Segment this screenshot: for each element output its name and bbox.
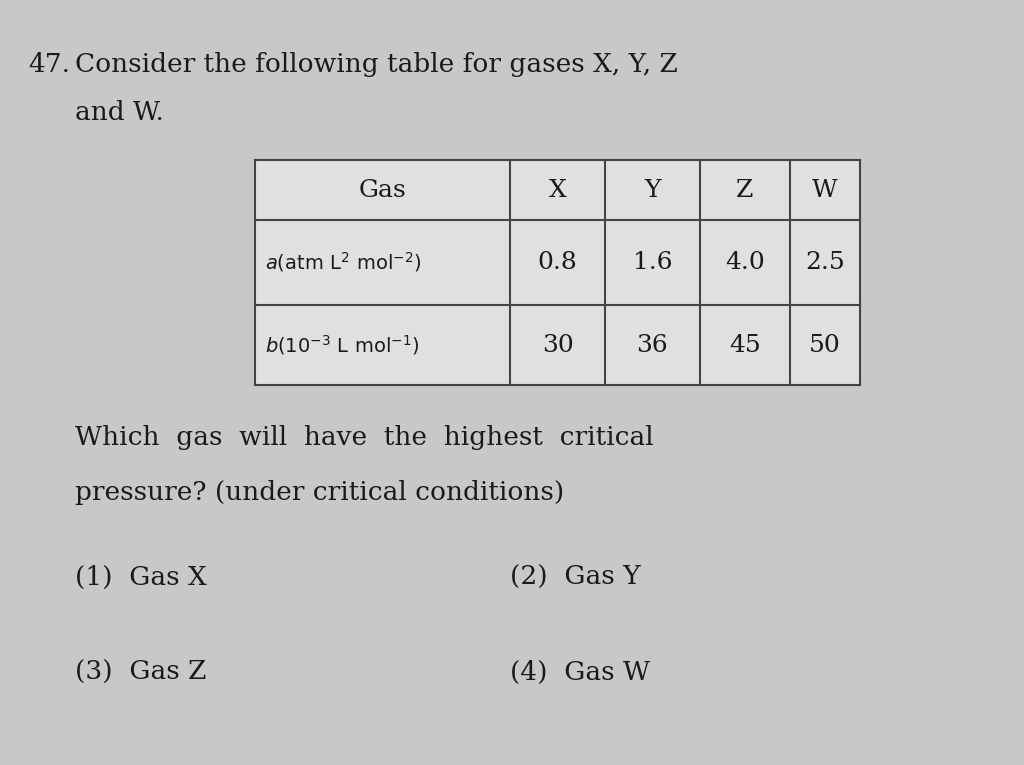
Text: (1)  Gas X: (1) Gas X [75, 565, 207, 590]
Text: 4.0: 4.0 [725, 251, 765, 274]
Text: $a(\mathrm{atm\ L^{2}\ mol^{-2}})$: $a(\mathrm{atm\ L^{2}\ mol^{-2}})$ [265, 251, 421, 275]
Text: Gas: Gas [358, 178, 407, 201]
Text: Y: Y [644, 178, 660, 201]
Text: 2.5: 2.5 [805, 251, 845, 274]
Text: W: W [812, 178, 838, 201]
Text: Consider the following table for gases X, Y, Z: Consider the following table for gases X… [75, 52, 678, 77]
Text: 30: 30 [542, 334, 573, 356]
Text: 36: 36 [637, 334, 669, 356]
Text: 1.6: 1.6 [633, 251, 673, 274]
Text: 47.: 47. [28, 52, 70, 77]
Text: (4)  Gas W: (4) Gas W [510, 660, 650, 685]
Text: 45: 45 [729, 334, 761, 356]
Text: Which  gas  will  have  the  highest  critical: Which gas will have the highest critical [75, 425, 653, 450]
Text: and W.: and W. [75, 100, 164, 125]
Text: $b(10^{-3}\ \mathrm{L\ mol^{-1}})$: $b(10^{-3}\ \mathrm{L\ mol^{-1}})$ [265, 333, 420, 357]
Text: pressure? (under critical conditions): pressure? (under critical conditions) [75, 480, 564, 505]
Text: (3)  Gas Z: (3) Gas Z [75, 660, 207, 685]
Text: 0.8: 0.8 [538, 251, 578, 274]
Text: Z: Z [736, 178, 754, 201]
Text: 50: 50 [809, 334, 841, 356]
Text: X: X [549, 178, 566, 201]
Text: (2)  Gas Y: (2) Gas Y [510, 565, 641, 590]
FancyBboxPatch shape [255, 160, 860, 385]
